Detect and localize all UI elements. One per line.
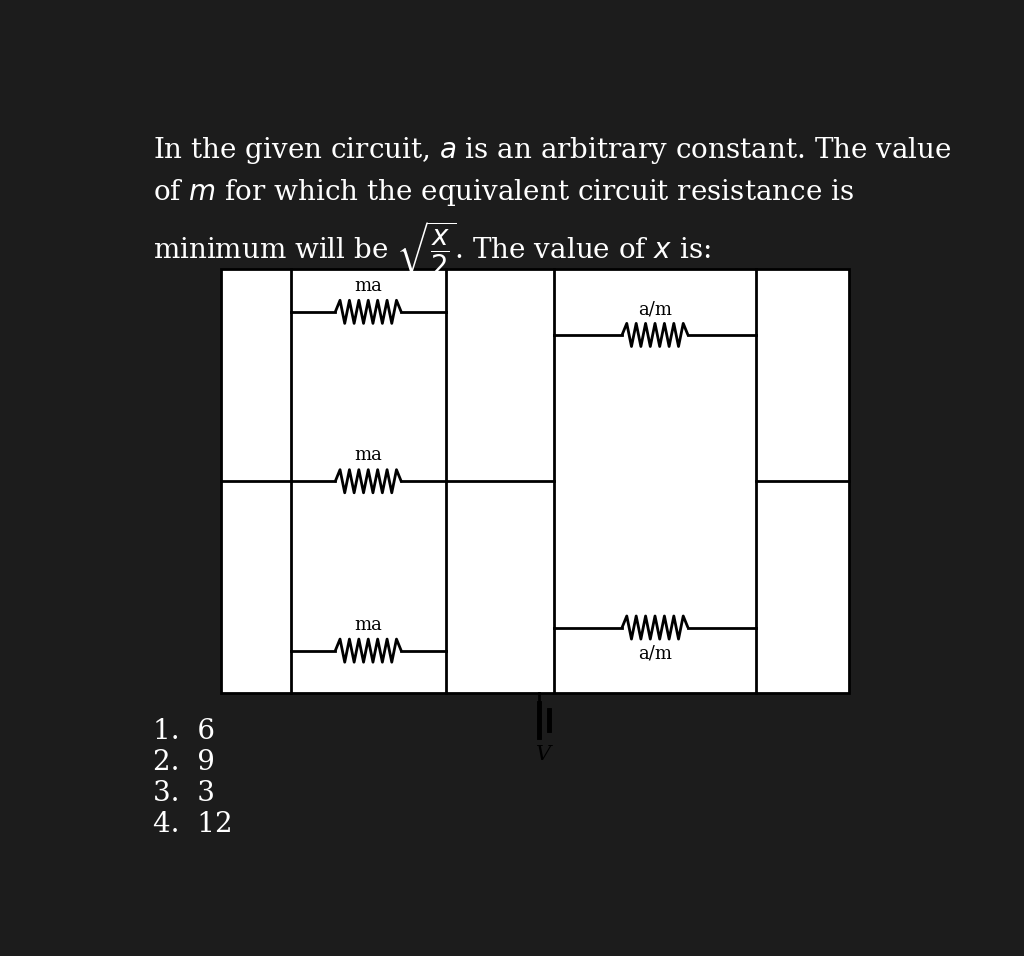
Text: of $m$ for which the equivalent circuit resistance is: of $m$ for which the equivalent circuit … xyxy=(153,177,854,208)
Text: a/m: a/m xyxy=(638,300,672,318)
Bar xyxy=(221,270,849,693)
Text: 2.  9: 2. 9 xyxy=(153,750,215,776)
Text: ma: ma xyxy=(354,277,382,294)
Text: ma: ma xyxy=(354,446,382,465)
Text: a/m: a/m xyxy=(638,644,672,663)
Text: 3.  3: 3. 3 xyxy=(153,780,215,807)
Text: minimum will be $\sqrt{\dfrac{x}{2}}$. The value of $x$ is:: minimum will be $\sqrt{\dfrac{x}{2}}$. T… xyxy=(153,220,711,277)
Text: V: V xyxy=(537,745,551,764)
Text: 4.  12: 4. 12 xyxy=(153,811,232,837)
Text: ma: ma xyxy=(354,616,382,634)
Text: In the given circuit, $a$ is an arbitrary constant. The value: In the given circuit, $a$ is an arbitrar… xyxy=(153,135,951,165)
Text: 1.  6: 1. 6 xyxy=(153,718,215,746)
